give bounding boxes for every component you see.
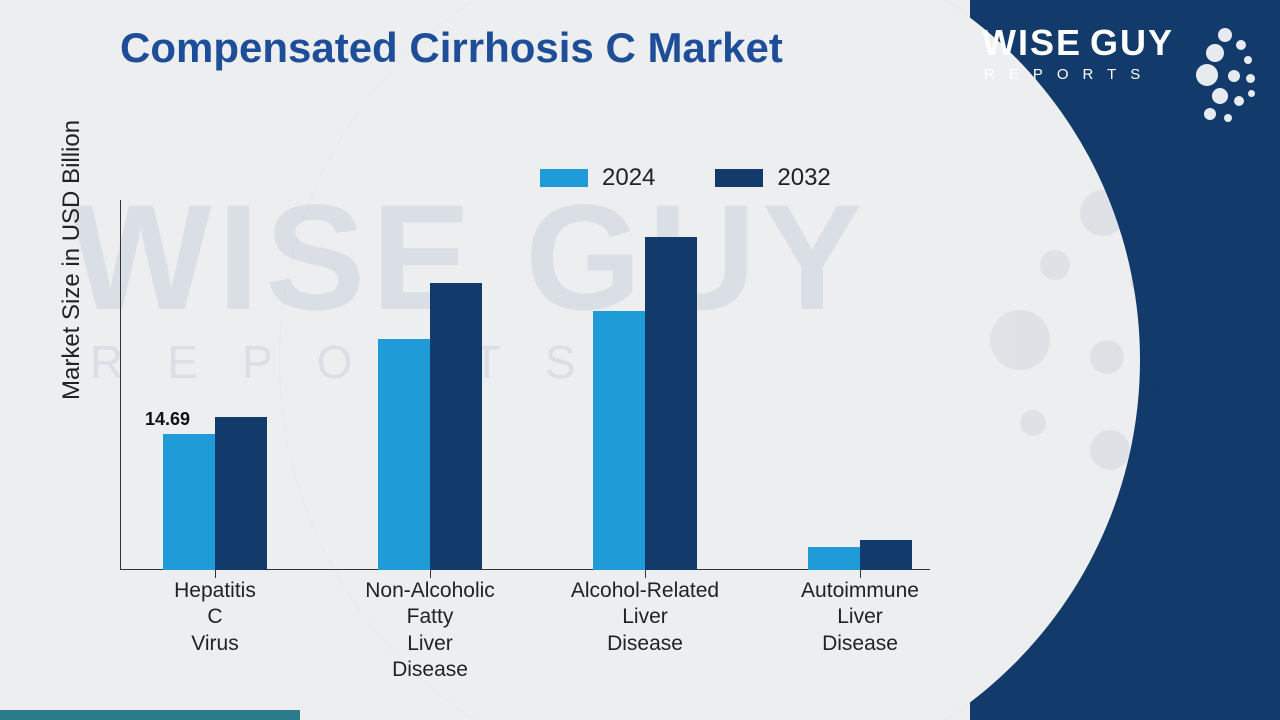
x-tick-label: Alcohol-RelatedLiverDisease	[555, 578, 735, 657]
x-tick-label: HepatitisCVirus	[125, 578, 305, 657]
y-axis-label: Market Size in USD Billion	[58, 120, 86, 400]
y-axis-line	[120, 200, 121, 570]
brand-head-icon	[1156, 22, 1256, 142]
brand-word-wise: WISE	[982, 22, 1082, 64]
legend-swatch-2032	[715, 169, 763, 187]
bar-group: HepatitisCVirus	[135, 417, 295, 570]
x-tick	[645, 570, 646, 578]
legend-item-2024: 2024	[540, 164, 655, 192]
bar-2032	[645, 237, 697, 570]
bar-value-label: 14.69	[145, 409, 190, 430]
legend: 2024 2032	[540, 164, 831, 192]
bar-2032	[860, 540, 912, 570]
x-tick	[215, 570, 216, 578]
legend-label-2024: 2024	[602, 164, 655, 192]
x-tick	[430, 570, 431, 578]
plot-area: HepatitisCVirus Non-AlcoholicFattyLiverDi…	[120, 200, 930, 570]
chart-title: Compensated Cirrhosis C Market	[120, 24, 783, 72]
bar-2024	[163, 434, 215, 570]
bottom-accent-bar	[0, 710, 300, 720]
bar-group: AutoimmuneLiverDisease	[780, 540, 940, 570]
bar-2024	[378, 339, 430, 570]
x-tick-label: AutoimmuneLiverDisease	[770, 578, 950, 657]
bar-group: Non-AlcoholicFattyLiverDisease	[350, 283, 510, 570]
bar-2024	[593, 311, 645, 570]
bar-2024	[808, 547, 860, 570]
brand-logo: WISE GUY REPORTS	[982, 22, 1262, 83]
legend-label-2032: 2032	[777, 164, 830, 192]
chart-stage: WISE GUY REPORTS Compensated Cirrhosis C…	[0, 0, 1280, 720]
legend-item-2032: 2032	[715, 164, 830, 192]
bar-2032	[430, 283, 482, 570]
x-tick-label: Non-AlcoholicFattyLiverDisease	[340, 578, 520, 683]
legend-swatch-2024	[540, 169, 588, 187]
bar-group: Alcohol-RelatedLiverDisease	[565, 237, 725, 570]
x-tick	[860, 570, 861, 578]
bar-2032	[215, 417, 267, 570]
